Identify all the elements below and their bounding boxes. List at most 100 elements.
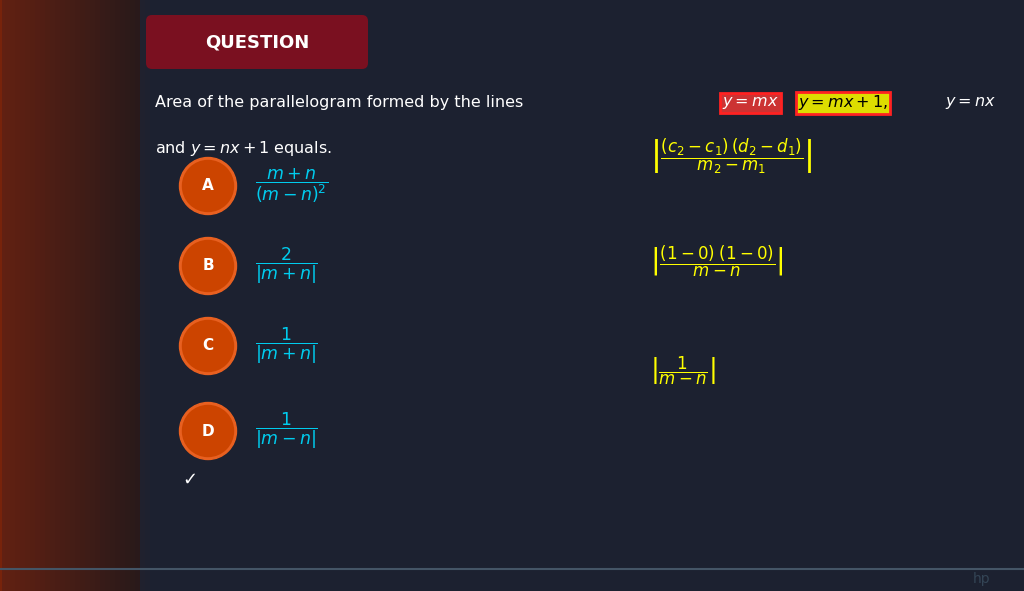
Bar [0, 0, 1, 591]
Bar [0, 0, 1, 591]
Bar [0, 0, 1, 591]
Circle shape [179, 238, 237, 294]
Bar [0, 0, 1, 591]
Bar [0, 0, 1, 591]
Bar [0, 0, 1, 591]
Bar [0, 0, 1, 591]
Bar [0, 0, 1, 591]
Bar [0, 0, 1, 591]
Bar [0, 0, 1, 591]
Bar [0, 0, 1, 591]
Text: $\checkmark$: $\checkmark$ [182, 470, 196, 488]
Bar [0, 0, 1, 591]
Text: D: D [202, 424, 214, 439]
Bar [0, 0, 1, 591]
Bar [0, 0, 1, 591]
Circle shape [182, 241, 233, 291]
Bar [0, 0, 1, 591]
Bar [0, 0, 1, 591]
Bar [0, 0, 1, 591]
Text: $\dfrac{2}{|m+n|}$: $\dfrac{2}{|m+n|}$ [255, 246, 318, 286]
Bar [0, 0, 1, 591]
Bar [0, 0, 1, 591]
Bar [0, 0, 1, 591]
Bar [0, 0, 1, 591]
Bar [0, 0, 1, 591]
Text: $\dfrac{1}{|m+n|}$: $\dfrac{1}{|m+n|}$ [255, 326, 318, 366]
Text: QUESTION: QUESTION [205, 33, 309, 51]
Bar [0, 0, 1, 591]
Text: $y=mx$: $y=mx$ [722, 95, 778, 111]
Bar [0, 0, 1, 591]
Bar [0, 0, 1, 591]
Bar [0, 0, 1, 591]
Bar [0, 0, 1, 591]
Bar [0, 0, 1, 591]
Text: $\left|\dfrac{(1-0)\;(1-0)}{m-n}\right|$: $\left|\dfrac{(1-0)\;(1-0)}{m-n}\right|$ [650, 243, 783, 278]
Bar [0, 0, 1, 591]
Bar [0, 0, 1, 591]
Circle shape [179, 402, 237, 459]
Bar [0, 0, 1, 591]
Bar [0, 0, 1, 591]
Bar [0, 0, 1, 591]
Bar [0, 0, 1, 591]
Bar [0, 0, 1, 591]
Bar [0, 0, 1, 591]
Bar [0, 0, 1, 591]
Circle shape [182, 320, 233, 372]
Bar [0, 0, 1, 591]
Bar [0, 0, 140, 591]
Bar [0, 0, 1, 591]
Bar [0, 0, 1, 591]
Bar [0, 0, 1, 591]
Bar [0, 0, 1, 591]
Text: $\left|\dfrac{1}{m-n}\right|$: $\left|\dfrac{1}{m-n}\right|$ [650, 355, 716, 387]
Circle shape [179, 317, 237, 375]
Bar [0, 0, 1, 591]
Bar [0, 0, 1, 591]
Bar [0, 0, 1, 591]
Text: $\dfrac{1}{|m-n|}$: $\dfrac{1}{|m-n|}$ [255, 411, 318, 451]
Bar [0, 0, 1, 591]
Bar [0, 0, 1, 591]
Circle shape [179, 157, 237, 215]
Text: $y=mx+1$,: $y=mx+1$, [798, 93, 888, 112]
Bar [0, 0, 1, 591]
Bar [0, 0, 1, 591]
Text: $\left|\dfrac{(c_2-c_1)\,(d_2-d_1)}{m_2-m_1}\right|$: $\left|\dfrac{(c_2-c_1)\,(d_2-d_1)}{m_2-… [650, 137, 812, 176]
Bar [0, 0, 1, 591]
Bar [0, 0, 1, 591]
Bar [0, 0, 1, 591]
Bar [0, 0, 1, 591]
Circle shape [182, 405, 233, 456]
Bar [0, 0, 1, 591]
Bar [0, 0, 1, 591]
Bar [0, 0, 1, 591]
Text: $\dfrac{m+n}{(m-n)^2}$: $\dfrac{m+n}{(m-n)^2}$ [255, 167, 329, 205]
Circle shape [182, 161, 233, 212]
Bar [0, 0, 1, 591]
FancyBboxPatch shape [146, 15, 368, 69]
Bar [0, 0, 1, 591]
Text: B: B [202, 258, 214, 274]
Bar [0, 0, 1, 591]
Bar [0, 0, 1, 591]
Bar [0, 0, 1, 591]
Bar [0, 0, 1, 591]
Bar [0, 0, 1, 591]
Bar [0, 0, 1, 591]
Bar [0, 0, 1, 591]
Bar [0, 0, 1, 591]
Bar [0, 0, 1, 591]
Bar [0, 0, 1, 591]
Bar [0, 0, 1, 591]
Text: A: A [202, 178, 214, 193]
Bar [0, 0, 1, 591]
Bar [0, 0, 1, 591]
Bar [0, 0, 1, 591]
Text: hp: hp [973, 572, 990, 586]
Text: $y=nx$: $y=nx$ [945, 95, 996, 111]
Text: Area of the parallelogram formed by the lines: Area of the parallelogram formed by the … [155, 96, 523, 111]
Bar [0, 0, 1, 591]
